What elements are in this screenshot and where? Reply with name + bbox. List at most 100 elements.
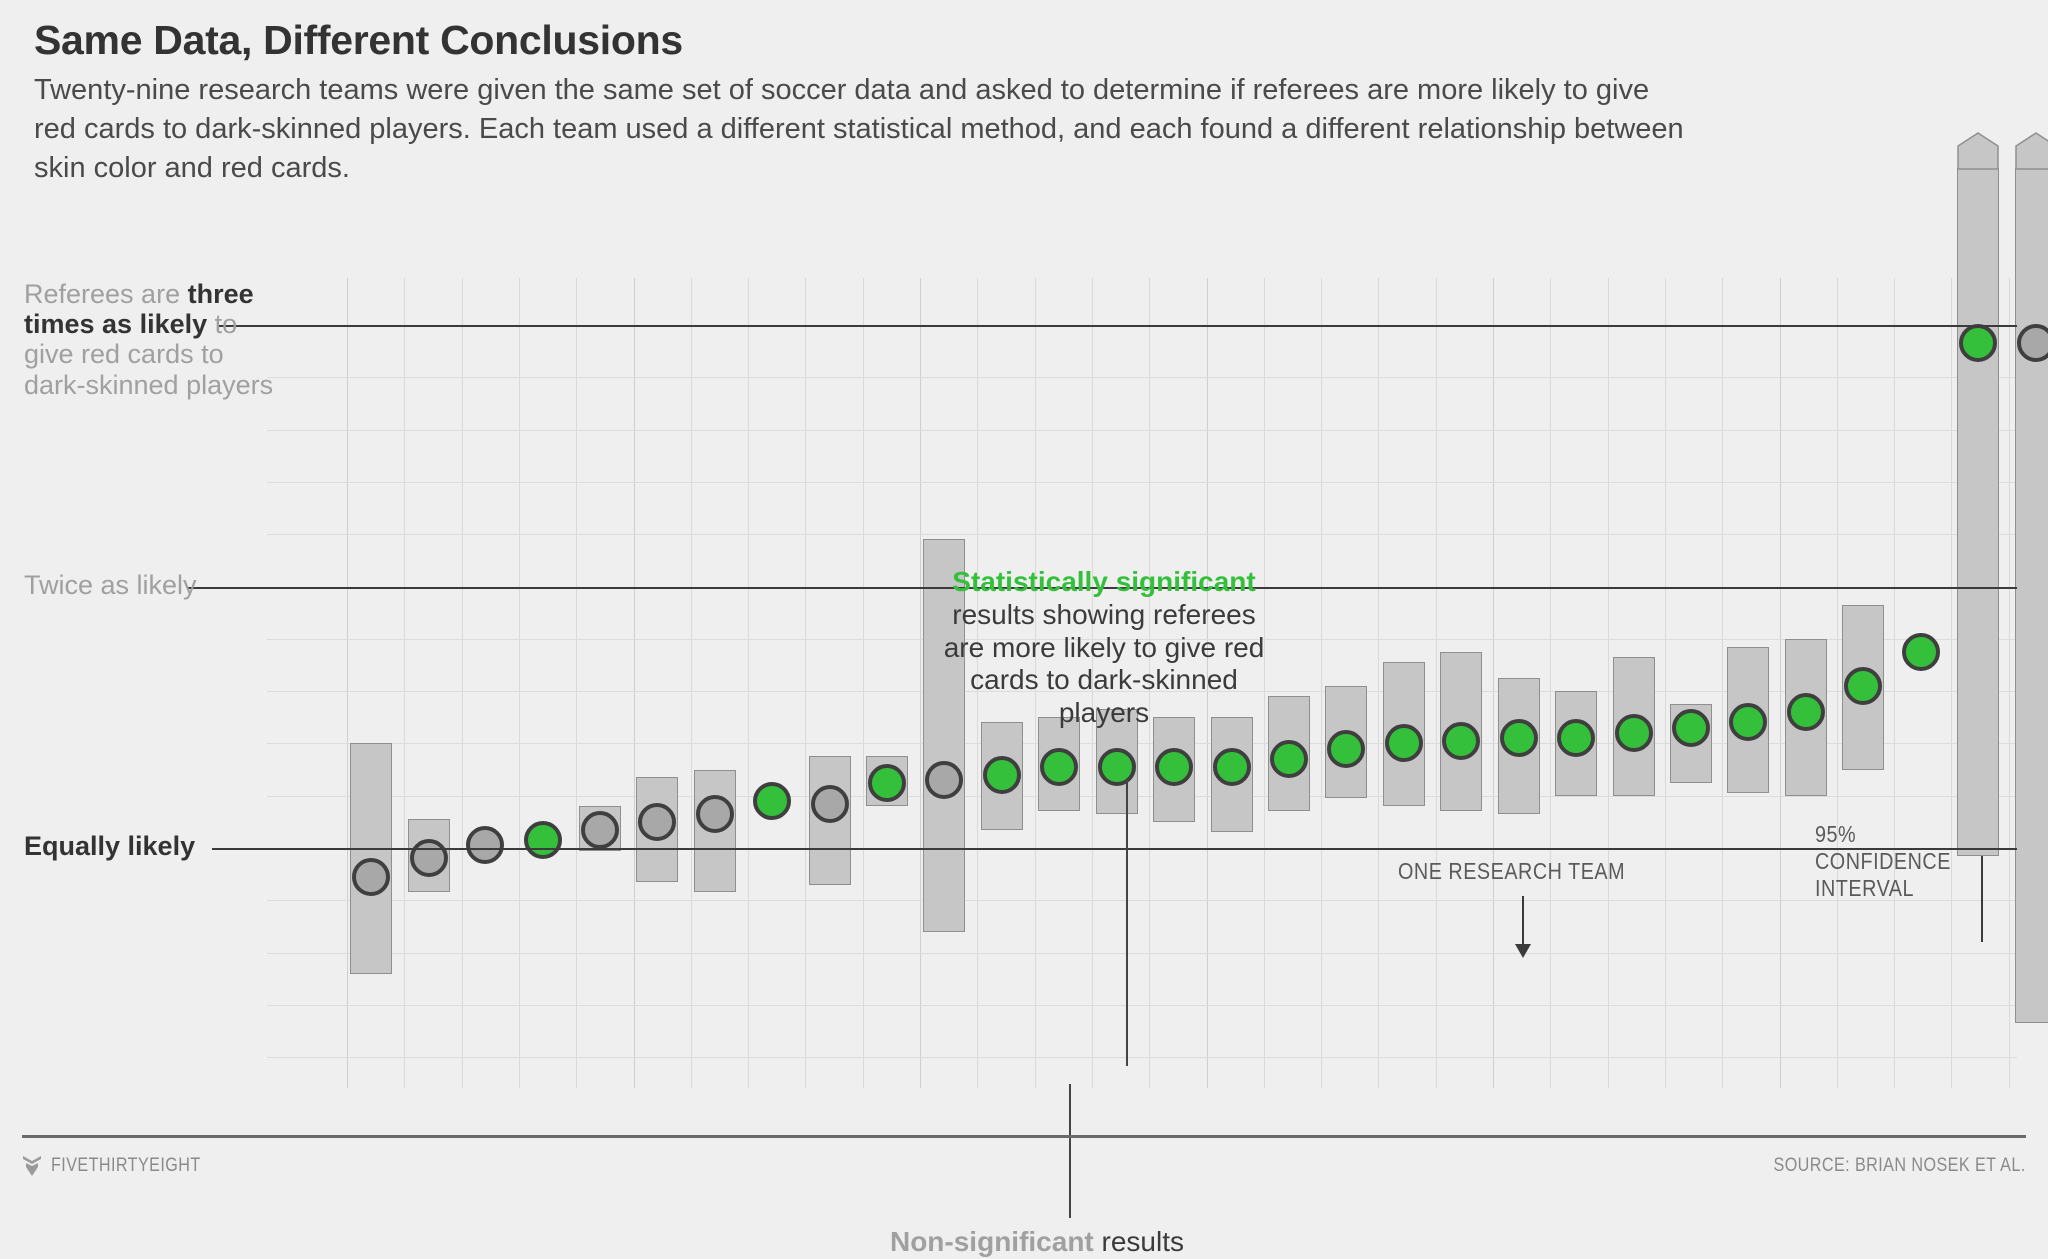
axis-label-3x-pre: Referees are (24, 279, 188, 309)
point-estimate-dot-significant (1615, 713, 1653, 752)
source-label: SOURCE: BRIAN NOSEK ET AL. (1773, 1155, 2026, 1176)
gridline-vertical (576, 278, 577, 1088)
point-estimate-dot-significant (1442, 721, 1480, 760)
axis-label-3x-post: to give red cards to dark-skinned player… (24, 309, 274, 400)
gridline-vertical (634, 278, 635, 1088)
gridline-vertical (404, 278, 405, 1088)
gridline-vertical (1894, 278, 1895, 1088)
footer: FIVETHIRTYEIGHT SOURCE: BRIAN NOSEK ET A… (22, 1155, 2026, 1177)
gridline-vertical (1493, 278, 1494, 1088)
gridline-vertical (1321, 278, 1322, 1088)
annotation-nonsignificant-rest: results (1093, 1226, 1184, 1257)
confidence-interval-bar (2015, 168, 2048, 1024)
gridline-vertical (462, 278, 463, 1088)
gridline-vertical (1665, 278, 1666, 1088)
axis-label-3x-bold: three times as likely (24, 279, 254, 340)
reference-line-three-times (217, 325, 2017, 327)
point-estimate-dot-significant (1902, 632, 1940, 671)
confidence-interval-bar (1957, 168, 1999, 856)
point-estimate-dot-nonsignificant (410, 839, 448, 878)
confidence-interval-arrow-cap-icon (1957, 132, 1999, 170)
fivethirtyeight-brand-label: FIVETHIRTYEIGHT (51, 1155, 201, 1176)
gridline-vertical (691, 278, 692, 1088)
gridline-vertical (1550, 278, 1551, 1088)
gridline-horizontal (267, 534, 2017, 535)
point-estimate-dot-significant (753, 781, 791, 820)
point-estimate-dot-significant (1155, 747, 1193, 786)
gridline-vertical (1436, 278, 1437, 1088)
annotation-significant-rest: results showing referees are more likely… (943, 598, 1265, 728)
gridline-vertical (1722, 278, 1723, 1088)
point-estimate-dot-significant (1385, 724, 1423, 763)
gridline-vertical (1951, 278, 1952, 1088)
axis-label-three-times: Referees are three times as likely to gi… (24, 279, 284, 400)
point-estimate-dot-significant (1270, 740, 1308, 779)
fivethirtyeight-brand: FIVETHIRTYEIGHT (22, 1155, 227, 1177)
point-estimate-dot-nonsignificant (352, 857, 390, 896)
point-estimate-dot-significant (983, 755, 1021, 794)
confidence-interval-arrow-cap-icon (2015, 132, 2048, 170)
gridline-horizontal (267, 796, 2017, 797)
point-estimate-dot-significant (1098, 747, 1136, 786)
gridline-vertical (1608, 278, 1609, 1088)
gridline-horizontal (267, 691, 2017, 692)
point-estimate-dot-nonsignificant (466, 826, 504, 865)
annotation-one-research-team: ONE RESEARCH TEAM (1398, 858, 1626, 884)
gridline-horizontal (267, 430, 2017, 431)
gridline-vertical (1149, 278, 1150, 1088)
point-estimate-dot-significant (1327, 729, 1365, 768)
annotation-significant-highlight: Statistically significant (952, 566, 1256, 597)
fivethirtyeight-logo-icon (22, 1155, 42, 1177)
confidence-interval-bar (923, 539, 965, 932)
point-estimate-dot-significant (1557, 719, 1595, 758)
annotation-nonsignificant: Non-significant results (887, 1226, 1187, 1259)
gridline-vertical (863, 278, 864, 1088)
point-estimate-dot-nonsignificant (2017, 324, 2048, 363)
chart-plot-area: Referees are three times as likely to gi… (24, 132, 2048, 1257)
point-estimate-dot-significant (524, 821, 562, 860)
reference-line-twice (187, 586, 2017, 589)
page-title: Same Data, Different Conclusions (34, 17, 683, 63)
annotation-confidence-interval: 95% CONFIDENCE INTERVAL (1815, 821, 1951, 901)
gridline-vertical (2009, 278, 2010, 1088)
gridline-vertical (519, 278, 520, 1088)
page-subtitle: Twenty-nine research teams were given th… (34, 74, 1684, 185)
gridline-vertical (347, 278, 348, 1088)
axis-label-equally: Equally likely (24, 831, 196, 861)
gridline-horizontal (267, 743, 2017, 744)
gridline-horizontal (267, 900, 2017, 901)
point-estimate-dot-significant (868, 763, 906, 802)
gridline-vertical (1092, 278, 1093, 1088)
annotation-significant: Statistically significant results showin… (939, 566, 1269, 730)
point-estimate-dot-significant (1729, 703, 1767, 742)
annotation-one-research-team-arrow-icon (1515, 896, 1531, 958)
gridline-horizontal (267, 639, 2017, 640)
gridline-vertical (1035, 278, 1036, 1088)
point-estimate-dot-significant (1040, 747, 1078, 786)
point-estimate-dot-significant (1500, 719, 1538, 758)
gridline-vertical (920, 278, 921, 1088)
annotation-confidence-interval-leader-line (1981, 856, 1983, 942)
axis-label-twice: Twice as likely (24, 569, 197, 600)
gridline-vertical (1780, 278, 1781, 1088)
point-estimate-dot-significant (1213, 747, 1251, 786)
annotation-significant-leader-line (1126, 778, 1128, 1066)
gridline-vertical (748, 278, 749, 1088)
annotation-nonsignificant-leader-line (1069, 1084, 1071, 1218)
gridline-vertical (1264, 278, 1265, 1088)
point-estimate-dot-nonsignificant (811, 784, 849, 823)
gridline-horizontal (267, 482, 2017, 483)
gridline-vertical (805, 278, 806, 1088)
gridline-vertical (1207, 278, 1208, 1088)
footer-divider (22, 1135, 2026, 1138)
chart-page: Same Data, Different Conclusions Twenty-… (22, 17, 2048, 1257)
point-estimate-dot-significant (1787, 693, 1825, 732)
reference-line-equally (212, 848, 2017, 850)
point-estimate-dot-significant (1672, 708, 1710, 747)
gridline-vertical (977, 278, 978, 1088)
point-estimate-dot-nonsignificant (581, 810, 619, 849)
gridline-horizontal (267, 1057, 2017, 1058)
gridline-horizontal (267, 1005, 2017, 1006)
point-estimate-dot-nonsignificant (925, 761, 963, 799)
point-estimate-dot-significant (1844, 666, 1882, 705)
